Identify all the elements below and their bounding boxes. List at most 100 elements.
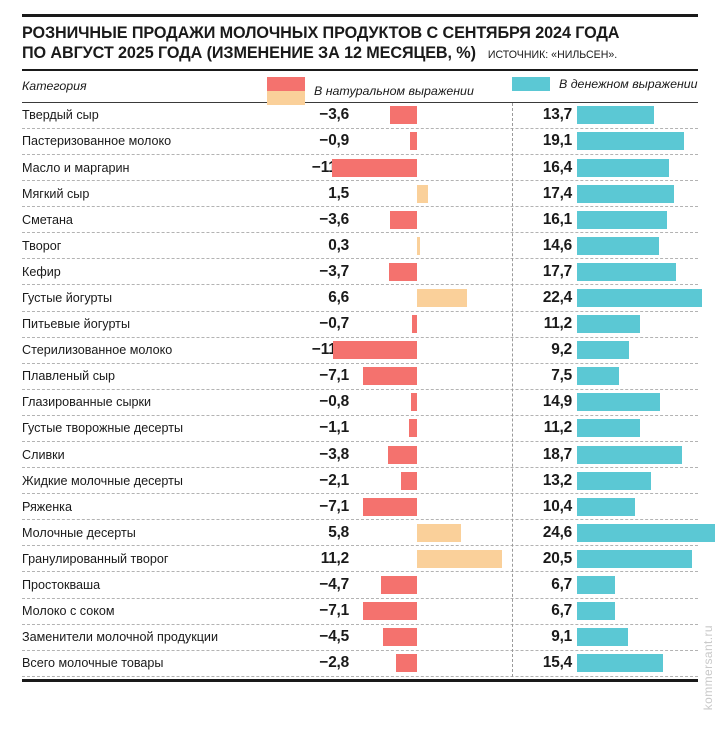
- legend: Категория В натуральном выражении В дене…: [22, 71, 698, 105]
- bar-money: [577, 471, 651, 490]
- row-bar-area-volume: [352, 181, 512, 206]
- row-value-volume: −2,1: [319, 471, 349, 489]
- table-row: Сливки −3,8 18,7: [22, 442, 698, 469]
- row-value-money: 16,1: [542, 210, 572, 228]
- row-bar-area-money: [577, 599, 720, 624]
- row-value-volume: −1,1: [319, 419, 349, 437]
- table-row: Кефир −3,7 17,7: [22, 259, 698, 286]
- row-value-money: 17,4: [542, 184, 572, 202]
- row-bar-area-money: [577, 520, 720, 545]
- row-bar-area-volume: [352, 416, 512, 441]
- row-value-volume: −7,1: [319, 602, 349, 620]
- table-row: Простокваша −4,7 6,7: [22, 572, 698, 599]
- bar-money: [577, 445, 682, 464]
- row-value-volume: −3,6: [319, 106, 349, 124]
- row-bar-area-money: [577, 103, 720, 128]
- bar-volume-positive: [417, 288, 468, 307]
- row-value-volume: −3,6: [319, 210, 349, 228]
- bar-volume-negative: [401, 471, 417, 490]
- row-bar-area-money: [577, 338, 720, 363]
- bar-volume-negative: [411, 315, 417, 334]
- row-category-label: Густые творожные десерты: [22, 421, 184, 436]
- row-bar-area-volume: [352, 572, 512, 597]
- row-value-money: 18,7: [542, 445, 572, 463]
- bar-volume-negative: [388, 445, 417, 464]
- table-row: Молочные десерты 5,8 24,6: [22, 520, 715, 547]
- bar-money: [577, 523, 715, 542]
- bar-money: [577, 158, 669, 177]
- row-category-label: Молоко с соком: [22, 604, 115, 619]
- bar-money: [577, 654, 664, 673]
- row-value-money: 11,2: [543, 315, 573, 333]
- table-row: Масло и маргарин −11,2 16,4: [22, 155, 698, 182]
- table-row: Стерилизованное молоко −11,1 9,2: [22, 338, 698, 364]
- row-bar-area-volume: [352, 103, 512, 128]
- bar-volume-negative: [410, 132, 417, 151]
- row-value-volume: 1,5: [328, 184, 349, 202]
- row-category-label: Пастеризованное молоко: [22, 134, 172, 149]
- page-title-line-1: РОЗНИЧНЫЕ ПРОДАЖИ МОЛОЧНЫХ ПРОДУКТОВ С С…: [22, 24, 620, 42]
- table-row: Сметана −3,6 16,1: [22, 207, 698, 234]
- row-category-label: Гранулированный творог: [22, 551, 169, 566]
- row-value-money: 11,2: [543, 419, 573, 437]
- row-category-label: Питьевые йогурты: [22, 317, 130, 332]
- row-bar-area-money: [577, 546, 720, 571]
- row-category-label: Творог: [22, 238, 62, 253]
- row-bar-area-volume: [352, 312, 512, 337]
- bar-money: [577, 576, 615, 595]
- bar-money: [577, 628, 628, 647]
- bar-volume-positive: [417, 523, 462, 542]
- bar-money: [577, 236, 659, 255]
- row-bar-area-money: [577, 285, 720, 310]
- row-bar-area-volume: [352, 651, 512, 676]
- row-value-money: 6,7: [551, 576, 572, 594]
- legend-swatch-volume-icon: [267, 76, 305, 105]
- bar-volume-negative: [410, 393, 417, 412]
- legend-divider-rule: [22, 101, 698, 103]
- row-bar-area-money: [577, 155, 720, 180]
- row-bar-area-volume: [352, 285, 512, 310]
- row-bar-area-money: [577, 625, 720, 650]
- table-row: Густые творожные десерты −1,1 11,2: [22, 416, 698, 442]
- row-bar-area-money: [577, 572, 720, 597]
- row-bar-area-money: [577, 207, 720, 232]
- bar-money: [577, 262, 677, 281]
- row-category-label: Твердый сыр: [22, 108, 99, 123]
- row-value-volume: −3,7: [319, 262, 349, 280]
- bar-money: [577, 210, 668, 229]
- bar-volume-negative: [395, 654, 417, 673]
- top-rule: [22, 14, 698, 17]
- bar-money: [577, 549, 692, 568]
- bottom-rule: [22, 678, 698, 682]
- row-value-money: 15,4: [542, 654, 572, 672]
- bar-money: [577, 367, 619, 386]
- row-bar-area-volume: [352, 364, 512, 389]
- row-bar-area-volume: [352, 468, 512, 493]
- bar-volume-negative: [331, 158, 417, 177]
- bar-volume-negative: [381, 576, 417, 595]
- table-row: Всего молочные товары −2,8 15,4: [22, 651, 698, 677]
- bar-volume-positive: [417, 184, 429, 203]
- row-bar-area-volume: [352, 625, 512, 650]
- source-attribution: ИСТОЧНИК: «НИЛЬСЕН».: [487, 48, 618, 61]
- table-row: Творог 0,3 14,6: [22, 233, 698, 260]
- row-value-money: 10,4: [542, 497, 572, 515]
- row-value-volume: −2,8: [319, 654, 349, 672]
- row-category-label: Жидкие молочные десерты: [22, 473, 183, 488]
- row-category-label: Кефир: [22, 264, 61, 279]
- row-bar-area-money: [577, 181, 720, 206]
- bar-money: [577, 106, 654, 125]
- row-value-money: 13,7: [542, 106, 572, 124]
- row-bar-area-volume: [352, 259, 512, 284]
- row-bar-area-money: [577, 364, 720, 389]
- table-row: Глазированные сырки −0,8 14,9: [22, 390, 698, 416]
- bar-money: [577, 341, 629, 360]
- bar-volume-negative: [408, 419, 417, 438]
- row-bar-area-money: [577, 129, 720, 154]
- row-category-label: Масло и маргарин: [22, 160, 130, 175]
- row-category-label: Мягкий сыр: [22, 186, 90, 201]
- row-bar-area-volume: [352, 442, 512, 467]
- bar-volume-negative: [388, 262, 417, 281]
- bar-money: [577, 315, 640, 334]
- row-value-money: 19,1: [542, 132, 572, 150]
